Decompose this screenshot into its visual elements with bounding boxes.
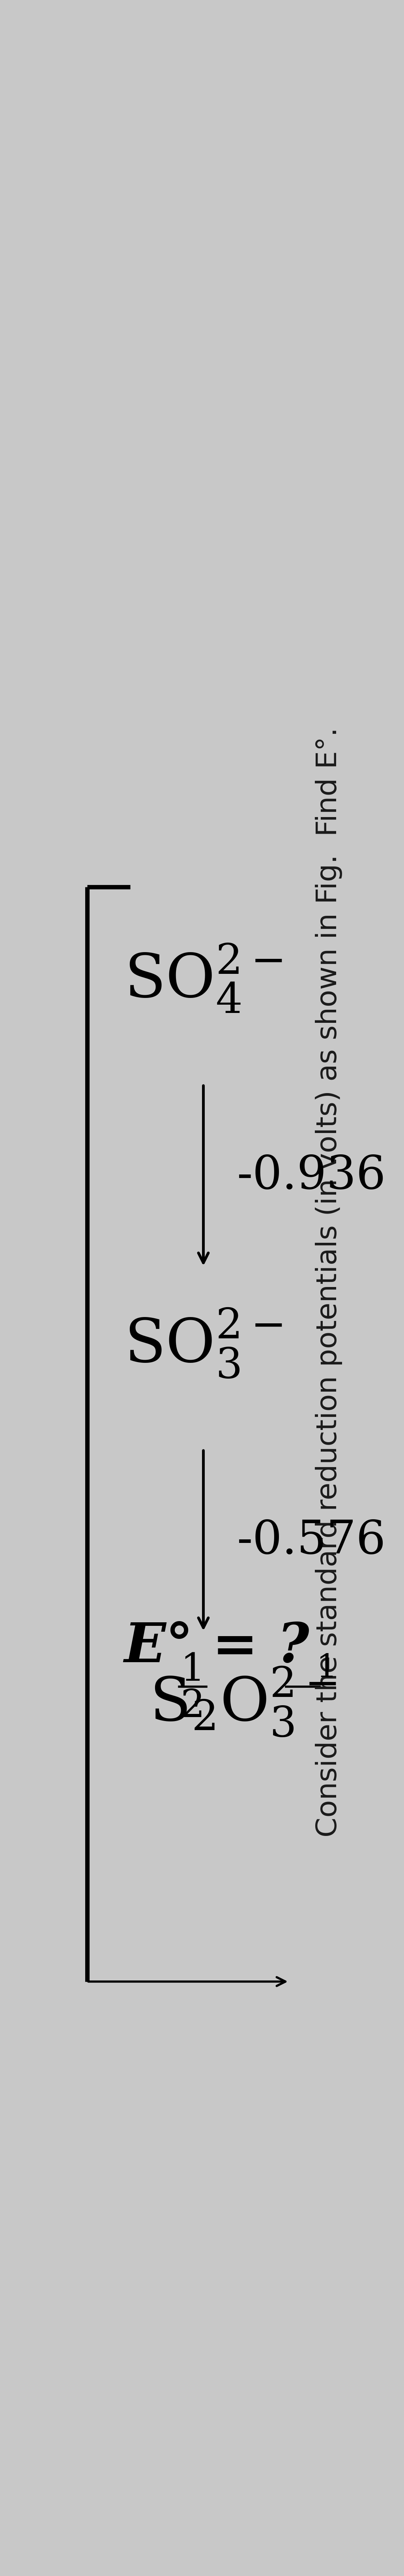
Text: Consider the standard reduction potentials (in volts) as shown in Fig.  Find E°.: Consider the standard reduction potentia… <box>315 726 342 1837</box>
Text: $\mathregular{SO_4^{2-}}$: $\mathregular{SO_4^{2-}}$ <box>124 943 282 1015</box>
Text: 1: 1 <box>316 1654 337 1685</box>
Text: 1: 1 <box>181 1651 205 1687</box>
Text: $\mathregular{SO_3^{2-}}$: $\mathregular{SO_3^{2-}}$ <box>124 1306 282 1381</box>
Text: 2: 2 <box>181 1687 205 1726</box>
Text: -0.936: -0.936 <box>237 1154 386 1198</box>
Text: E° = ?: E° = ? <box>124 1620 309 1674</box>
Text: $\mathregular{S_2O_3^{2-}}$: $\mathregular{S_2O_3^{2-}}$ <box>149 1664 337 1739</box>
Text: -0.576: -0.576 <box>237 1517 386 1564</box>
